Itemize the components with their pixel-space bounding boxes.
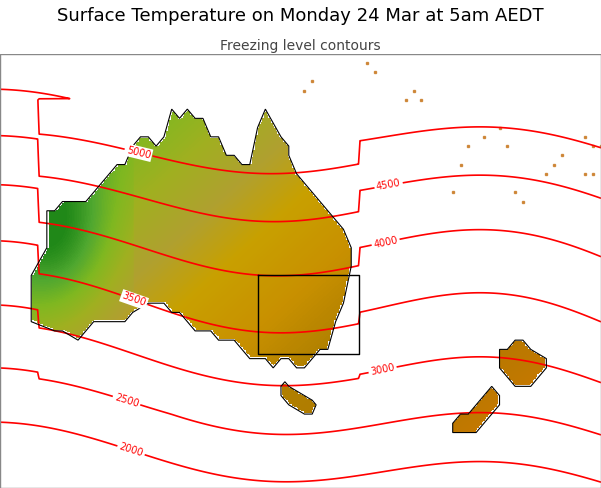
- Text: 4000: 4000: [373, 235, 398, 249]
- Text: 5000: 5000: [126, 145, 151, 161]
- Text: 2000: 2000: [118, 442, 144, 459]
- Text: 3500: 3500: [121, 291, 147, 308]
- Text: Surface Temperature on Monday 24 Mar at 5am AEDT: Surface Temperature on Monday 24 Mar at …: [57, 7, 544, 25]
- Text: 2500: 2500: [113, 392, 140, 409]
- Text: 3000: 3000: [370, 363, 395, 377]
- Text: 4500: 4500: [376, 178, 401, 192]
- Text: Freezing level contours: Freezing level contours: [220, 39, 381, 53]
